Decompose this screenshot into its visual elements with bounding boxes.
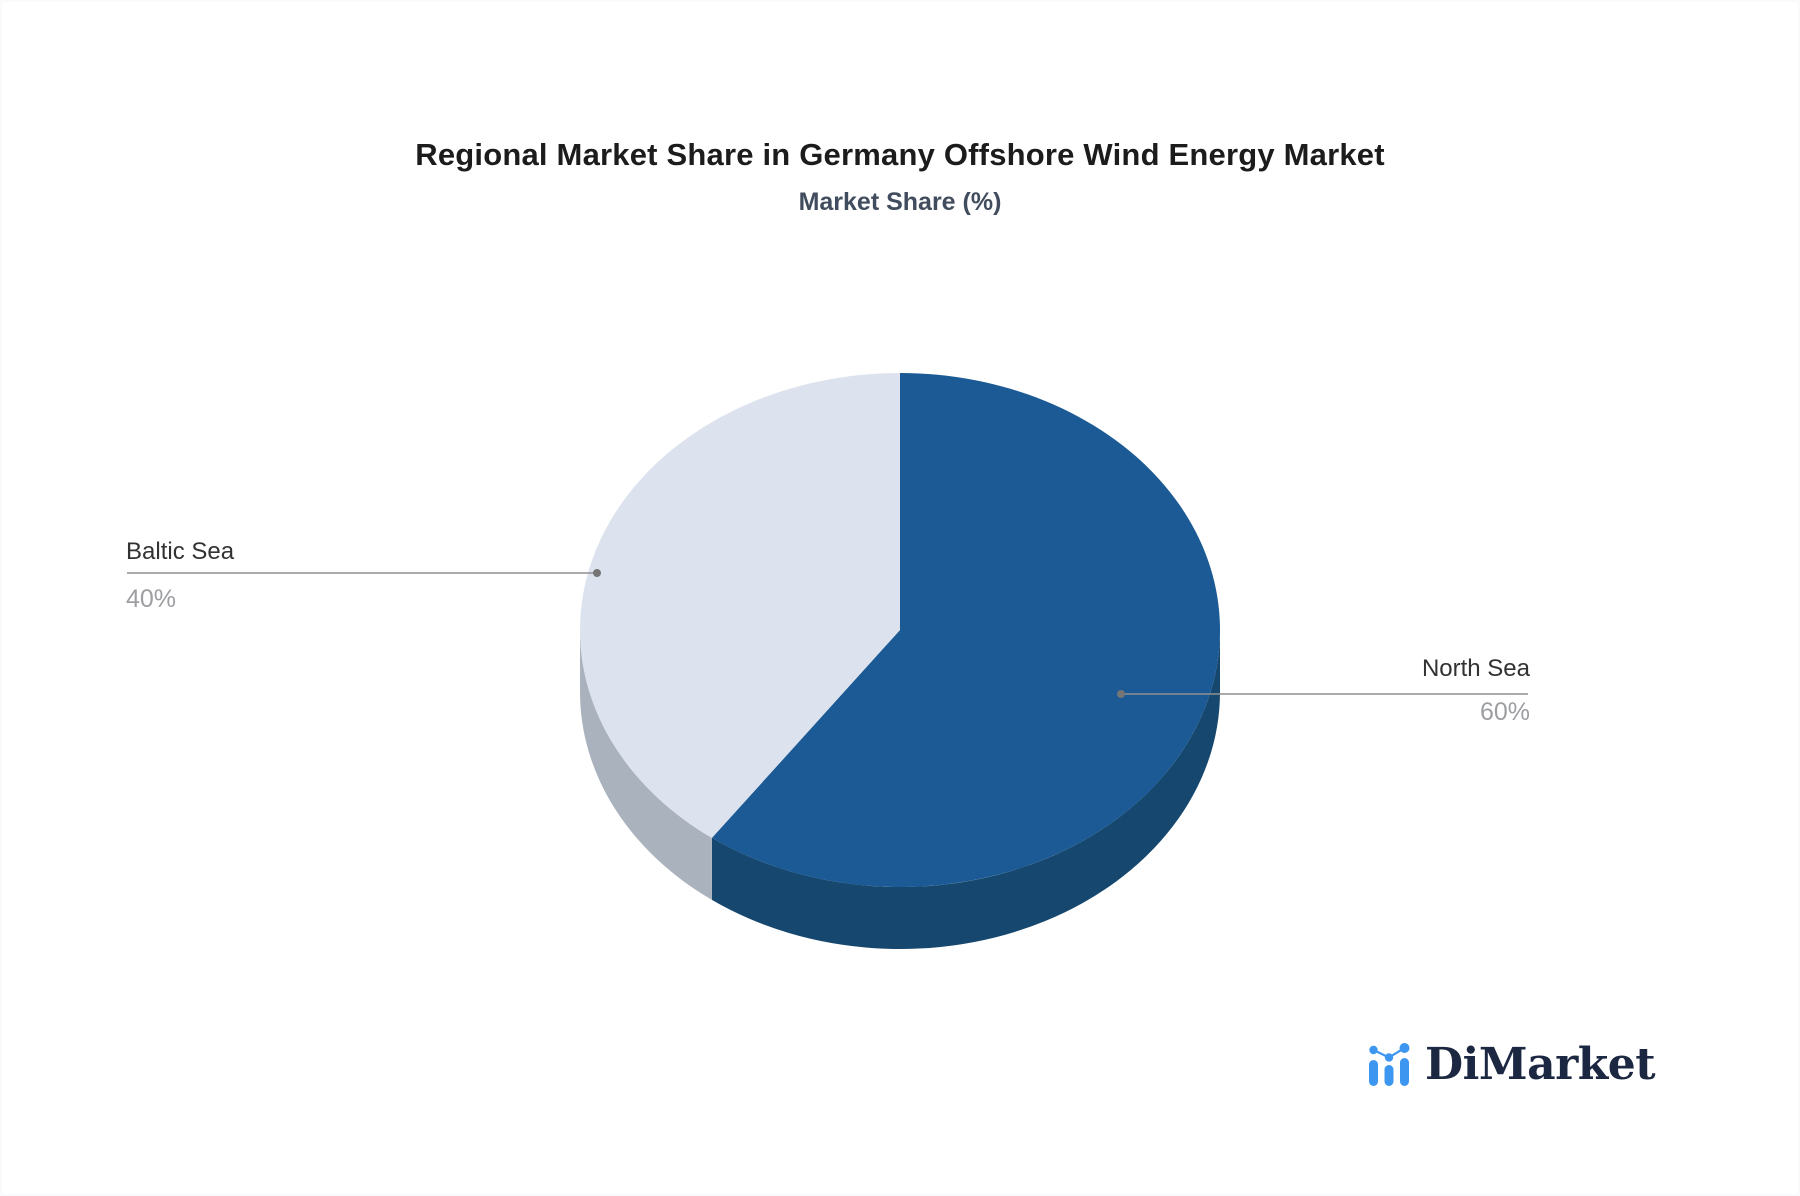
- dimarket-logo-icon: [1369, 1043, 1410, 1086]
- chart-title: Regional Market Share in Germany Offshor…: [415, 137, 1385, 172]
- leader-dot-baltic-sea: [593, 569, 601, 577]
- chart-subtitle: Market Share (%): [798, 188, 1002, 216]
- slice-label-baltic-sea: Baltic Sea: [126, 538, 235, 565]
- pie-slice-side-baltic-sea: [580, 630, 712, 900]
- leader-dot-north-sea: [1117, 690, 1125, 698]
- dimarket-logo-text: DiMarket: [1425, 1039, 1656, 1090]
- slice-value-north-sea: 60%: [1479, 697, 1530, 726]
- dimarket-logo: DiMarket: [1366, 1039, 1656, 1090]
- pie-slice-side-north-sea: [711, 630, 1220, 950]
- pie-slice-north-sea[interactable]: [711, 373, 1220, 887]
- callout-north-sea: North Sea 60%: [1422, 655, 1530, 727]
- pie-slice-baltic-sea[interactable]: [579, 373, 900, 838]
- callout-baltic-sea: Baltic Sea 40%: [126, 538, 234, 614]
- slice-label-north-sea: North Sea: [1421, 655, 1530, 682]
- slice-value-baltic-sea: 40%: [126, 584, 177, 613]
